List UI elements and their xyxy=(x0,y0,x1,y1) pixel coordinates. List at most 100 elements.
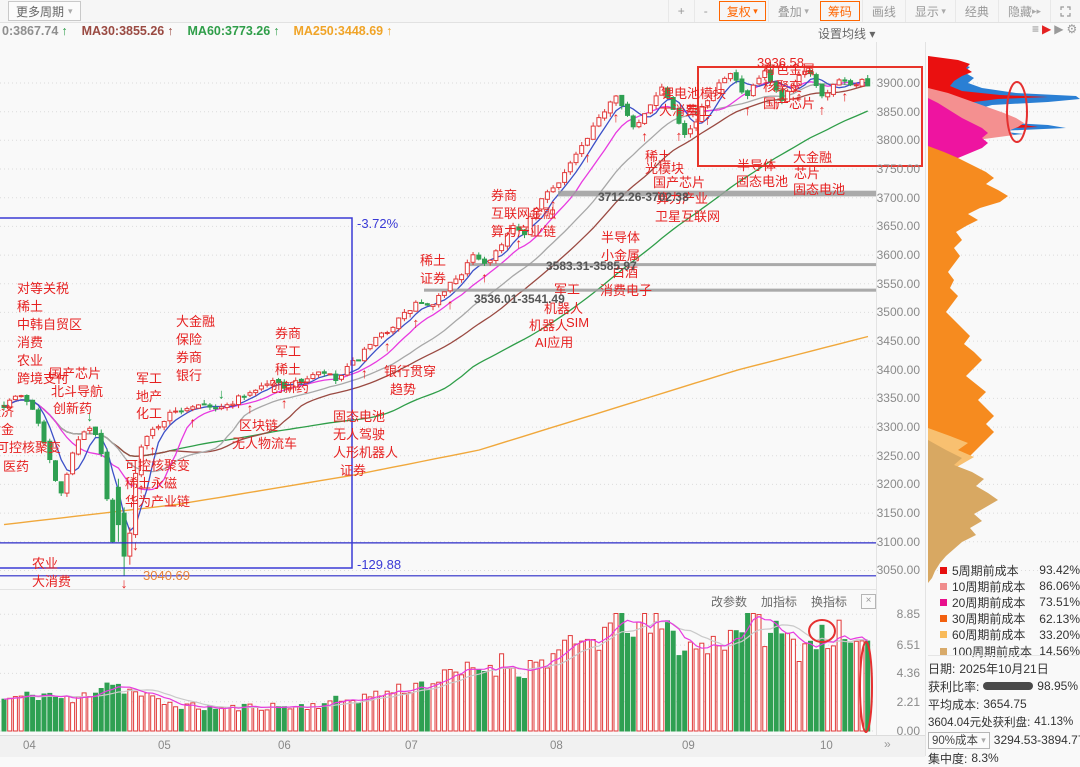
ma-value-label: 0:3867.74 ↑ xyxy=(2,24,68,38)
date-axis: 04 05 06 07 08 09 10 xyxy=(0,735,925,757)
buy-arrow: ↑ xyxy=(613,109,620,125)
volume-tick-label: 4.36 xyxy=(896,666,920,681)
gap-band xyxy=(466,263,876,267)
price-tick-label: 3600.00 xyxy=(876,248,920,263)
chart-quick-icons: ≡ ▶ ▶ ⚙ xyxy=(1032,22,1077,36)
buy-arrow: ↑ xyxy=(584,149,591,165)
legend-color-swatch xyxy=(940,582,947,590)
price-tick-label: 3900.00 xyxy=(876,76,920,90)
red-annotation-rect xyxy=(697,66,923,167)
month-tick-label: 07 xyxy=(405,740,418,752)
volume-tick-label: 8.85 xyxy=(896,607,920,622)
blue-annotation-rect xyxy=(0,217,353,569)
price-tick-label: 3800.00 xyxy=(876,133,920,148)
buy-arrow: ↑ xyxy=(412,315,419,331)
cost-range-select[interactable]: 90%成本 ▾ xyxy=(928,731,990,749)
overlay-button[interactable]: 叠加 ▾ xyxy=(767,0,818,22)
ma-value-label: MA60:3773.26 ↑ xyxy=(187,24,280,38)
legend-item: 20周期前成本 73.51% xyxy=(940,594,1080,610)
buy-arrow: ↑ xyxy=(246,400,253,416)
sell-arrow: ↓ xyxy=(86,408,93,424)
legend-item: 5周期前成本 93.42% xyxy=(940,562,1080,578)
ma-legend-row: 0:3867.74 ↑ MA30:3855.26 ↑ MA60:3773.26 ↑ MA25… xyxy=(2,24,392,40)
hide-button[interactable]: 隐藏 ▸▸ xyxy=(997,0,1050,22)
chevron-down-icon: ▾ xyxy=(68,5,73,16)
buy-arrow: ↑ xyxy=(481,269,488,285)
buy-arrow: ↑ xyxy=(361,365,368,381)
price-tick-label: 3500.00 xyxy=(876,305,920,320)
price-tick-label: 3350.00 xyxy=(876,391,920,406)
ma250-line xyxy=(3,335,869,526)
legend-item: 30周期前成本 62.13% xyxy=(940,611,1080,627)
expand-right-button[interactable]: » xyxy=(884,737,891,751)
edit-params-link[interactable]: 改参数 xyxy=(710,594,747,609)
switch-indicator-link[interactable]: 换指标 xyxy=(810,594,847,609)
low-mark-arrow: ↓ xyxy=(121,575,128,591)
gear-icon[interactable]: ⚙ xyxy=(1066,22,1078,36)
price-tick-label: 3850.00 xyxy=(876,104,920,119)
chip-button[interactable]: 筹码 xyxy=(819,1,860,21)
close-icon[interactable]: × xyxy=(861,593,876,609)
volume-tick-label: 2.21 xyxy=(896,694,920,709)
buy-arrow: ↑ xyxy=(138,480,145,496)
cost-range-value: 3294.53-3894.77 xyxy=(993,733,1080,747)
more-period-button[interactable]: 更多周期 ▾ xyxy=(8,1,81,21)
buy-arrow: ↑ xyxy=(189,414,196,430)
price-tick-label: 3200.00 xyxy=(876,477,920,492)
profit-ratio-bar xyxy=(983,682,1034,690)
zoom-in-button[interactable]: + xyxy=(667,0,694,22)
info-date-row: 日期: 2025年10月21日 xyxy=(928,661,1049,676)
chip-legend: 5周期前成本 93.42% 10周期前成本 86.06% 20周期前成本 73.51% 30… xyxy=(940,562,1080,659)
month-tick-label: 09 xyxy=(682,740,695,752)
double-arrow-icon: ▸▸ xyxy=(1031,5,1041,16)
legend-color-swatch xyxy=(940,631,947,639)
price-tick-label: 3150.00 xyxy=(876,506,920,521)
align-list-icon[interactable]: ≡ xyxy=(1032,22,1040,36)
buy-arrow: ↑ xyxy=(675,128,682,144)
info-hold-row: 3604.04元处获利盘: 41.13% xyxy=(928,716,1074,729)
zoom-out-button[interactable]: - xyxy=(693,0,717,22)
add-indicator-link[interactable]: 加指标 xyxy=(760,594,797,609)
price-tick-label: 3450.00 xyxy=(876,334,920,349)
gray-flag-icon[interactable]: ▶ xyxy=(1054,22,1064,36)
legend-color-swatch xyxy=(940,598,947,606)
legend-color-swatch xyxy=(940,647,947,655)
toolbar-buttons: + - 复权 ▾ 叠加 ▾ 筹码 画线 显示 ▾ 经典 隐藏 ▸▸ xyxy=(667,0,1080,22)
ma5-line xyxy=(3,77,868,533)
info-concentration-row: 集中度: 8.3% xyxy=(928,751,999,766)
gap-band xyxy=(424,288,876,292)
gap-band xyxy=(558,190,876,197)
more-period-label: 更多周期 xyxy=(16,4,65,19)
chip-info-panel: 日期: 2025年10月21日 获利比率: 98.95% 平均成本: 3654.… xyxy=(928,655,1080,767)
top-toolbar: 更多周期 ▾ + - 复权 ▾ 叠加 ▾ 筹码 画线 显示 ▾ 经典 隐藏 ▸▸ xyxy=(0,0,1080,23)
price-tick-label: 3300.00 xyxy=(876,420,920,435)
month-tick-label: 10 xyxy=(820,740,833,752)
chip-date-value: 2025年10月21日 xyxy=(959,661,1049,676)
chip-layer-tan xyxy=(928,440,998,583)
buy-arrow: ↑ xyxy=(818,101,825,117)
info-avg-row: 平均成本: 3654.75 xyxy=(928,697,1027,712)
price-tick-label: 3050.00 xyxy=(876,563,920,578)
classic-button[interactable]: 经典 xyxy=(954,0,998,22)
chip-layer-orange xyxy=(928,146,1008,480)
volume-tick-label: 0.00 xyxy=(896,724,920,738)
ma-value-label: MA30:3855.26 ↑ xyxy=(81,24,174,38)
adjust-price-button[interactable]: 复权 ▾ xyxy=(718,1,766,21)
month-tick-label: 06 xyxy=(278,740,291,752)
set-ma-button[interactable]: 设置均线 ▾ xyxy=(818,27,876,41)
buy-arrow: ↑ xyxy=(641,128,648,144)
low-mark-arrow: ↓ xyxy=(132,537,139,553)
ma10-line xyxy=(3,81,868,491)
price-tick-label: 3700.00 xyxy=(876,190,920,205)
info-cost-range-row: 90%成本 ▾ 3294.53-3894.77 xyxy=(928,731,1080,749)
ma60-line xyxy=(3,110,868,457)
legend-item: 60周期前成本 33.20% xyxy=(940,627,1080,643)
fullscreen-icon[interactable] xyxy=(1050,0,1080,22)
display-button[interactable]: 显示 ▾ xyxy=(904,0,955,22)
price-tick-label: 3750.00 xyxy=(876,162,920,177)
month-tick-label: 05 xyxy=(158,740,171,752)
month-tick-label: 04 xyxy=(23,740,36,752)
red-flag-icon[interactable]: ▶ xyxy=(1042,22,1052,36)
draw-line-button[interactable]: 画线 xyxy=(861,0,905,22)
